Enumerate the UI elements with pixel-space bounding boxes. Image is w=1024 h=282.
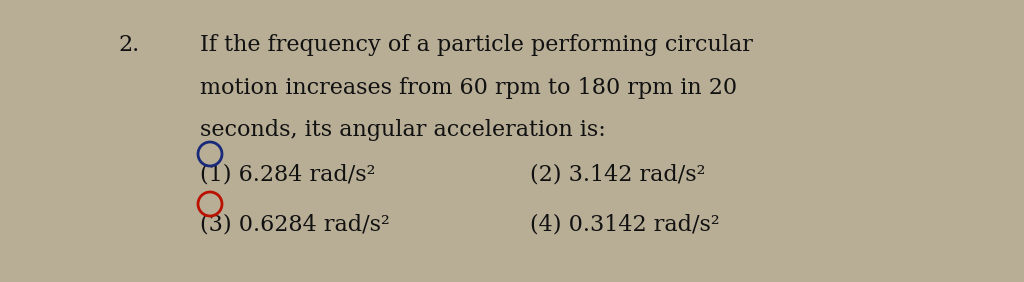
- Text: If the frequency of a particle performing circular: If the frequency of a particle performin…: [200, 34, 753, 56]
- Text: (2) 3.142 rad/s²: (2) 3.142 rad/s²: [530, 164, 706, 186]
- Text: motion increases from 60 rpm to 180 rpm in 20: motion increases from 60 rpm to 180 rpm …: [200, 77, 737, 99]
- Text: seconds, its angular acceleration is:: seconds, its angular acceleration is:: [200, 119, 606, 141]
- Text: (3) 0.6284 rad/s²: (3) 0.6284 rad/s²: [200, 214, 390, 236]
- Text: (4) 0.3142 rad/s²: (4) 0.3142 rad/s²: [530, 214, 720, 236]
- Text: (1) 6.284 rad/s²: (1) 6.284 rad/s²: [200, 164, 376, 186]
- Text: 2.: 2.: [118, 34, 139, 56]
